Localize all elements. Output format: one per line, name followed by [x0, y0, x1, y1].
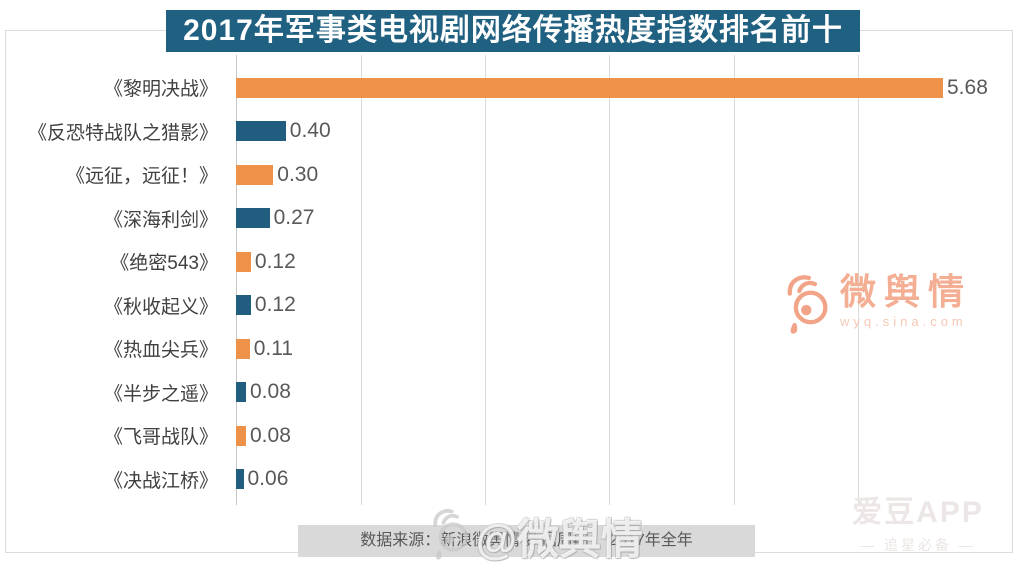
bar-row: 《绝密543》 0.12 [6, 240, 1014, 284]
category-label: 《反恐特战队之猎影》 [27, 122, 218, 144]
bar-row: 《秋收起义》 0.12 [6, 284, 1014, 328]
gridline [858, 55, 860, 505]
value-label: 0.27 [273, 206, 315, 230]
bar [236, 425, 246, 446]
bar-zone: 5.68 [236, 76, 1014, 100]
bar-row: 《深海利剑》 0.27 [6, 197, 1014, 241]
value-label: 0.12 [254, 249, 296, 273]
bar [236, 164, 274, 185]
bar [236, 382, 246, 403]
bar-zone: 0.11 [236, 337, 1014, 361]
bar-row: 《飞哥战队》 0.08 [6, 414, 1014, 458]
value-label: 0.12 [254, 293, 296, 317]
bar-zone: 0.06 [236, 467, 1014, 491]
value-label: 0.40 [289, 119, 331, 143]
bar-rows: 《黎明决战》 5.68 《反恐特战队之猎影》 0.40 《远征，远征！》 0.3… [6, 66, 1014, 501]
bar-row: 《远征，远征！》 0.30 [6, 153, 1014, 197]
bar-zone: 0.08 [236, 424, 1014, 448]
value-label: 0.06 [247, 467, 289, 491]
bar-zone: 0.27 [236, 206, 1014, 230]
watermark-brand-url: wyq.sina.com [840, 314, 967, 329]
bar [236, 77, 943, 98]
chart-title: 2017年军事类电视剧网络传播热度指数排名前十 [166, 10, 860, 52]
value-label: 0.30 [277, 162, 319, 186]
weibo-eye-icon [782, 272, 834, 341]
category-label: 《黎明决战》 [103, 79, 218, 101]
watermark-brand-name: 微舆情 [840, 271, 973, 312]
watermark-app-name: 爱豆APP [852, 496, 984, 529]
category-label: 《决战江桥》 [103, 470, 218, 492]
bar-zone: 0.40 [236, 119, 1014, 143]
bar-row: 《黎明决战》 5.68 [6, 66, 1014, 110]
bar-zone: 0.08 [236, 380, 1014, 404]
y-axis-line [236, 55, 237, 505]
category-label: 《半步之遥》 [103, 383, 218, 405]
bar-row: 《半步之遥》 0.08 [6, 371, 1014, 415]
gridline [733, 55, 735, 505]
bar-zone: 0.12 [236, 250, 1014, 274]
bar [236, 295, 251, 316]
bar [236, 121, 286, 142]
gridline [360, 55, 362, 505]
category-label: 《远征，远征！》 [65, 166, 218, 188]
category-label: 《绝密543》 [110, 253, 218, 275]
bar [236, 208, 270, 229]
bar [236, 338, 250, 359]
watermark-brand-text: 微舆情 wyq.sina.com [840, 271, 973, 330]
watermark-app-tagline: — 追星必备 — [860, 537, 976, 553]
category-label: 《飞哥战队》 [103, 427, 218, 449]
category-label: 《深海利剑》 [103, 209, 218, 231]
bar-zone: 0.30 [236, 163, 1014, 187]
weibo-eye-icon [428, 507, 474, 566]
category-label: 《热血尖兵》 [103, 340, 218, 362]
bar [236, 469, 244, 490]
watermark-overlay: @微舆情 [428, 506, 643, 567]
watermark-overlay-text: @微舆情 [476, 516, 643, 563]
bar-row: 《热血尖兵》 0.11 [6, 327, 1014, 371]
value-label: 0.08 [250, 380, 291, 404]
gridline [609, 55, 611, 505]
gridline [485, 55, 486, 505]
value-label: 5.68 [947, 75, 988, 99]
value-label: 0.11 [253, 336, 294, 360]
watermark-app: 爱豆APP — 追星必备 — [843, 487, 993, 555]
watermark-brand: 微舆情 wyq.sina.com [782, 272, 972, 341]
category-label: 《秋收起义》 [103, 296, 218, 318]
bar-row: 《决战江桥》 0.06 [6, 458, 1014, 502]
bar-zone: 0.12 [236, 293, 1014, 317]
gridlines [236, 55, 1014, 505]
bar-row: 《反恐特战队之猎影》 0.40 [6, 110, 1014, 154]
value-label: 0.08 [250, 423, 291, 447]
bar [236, 251, 251, 272]
